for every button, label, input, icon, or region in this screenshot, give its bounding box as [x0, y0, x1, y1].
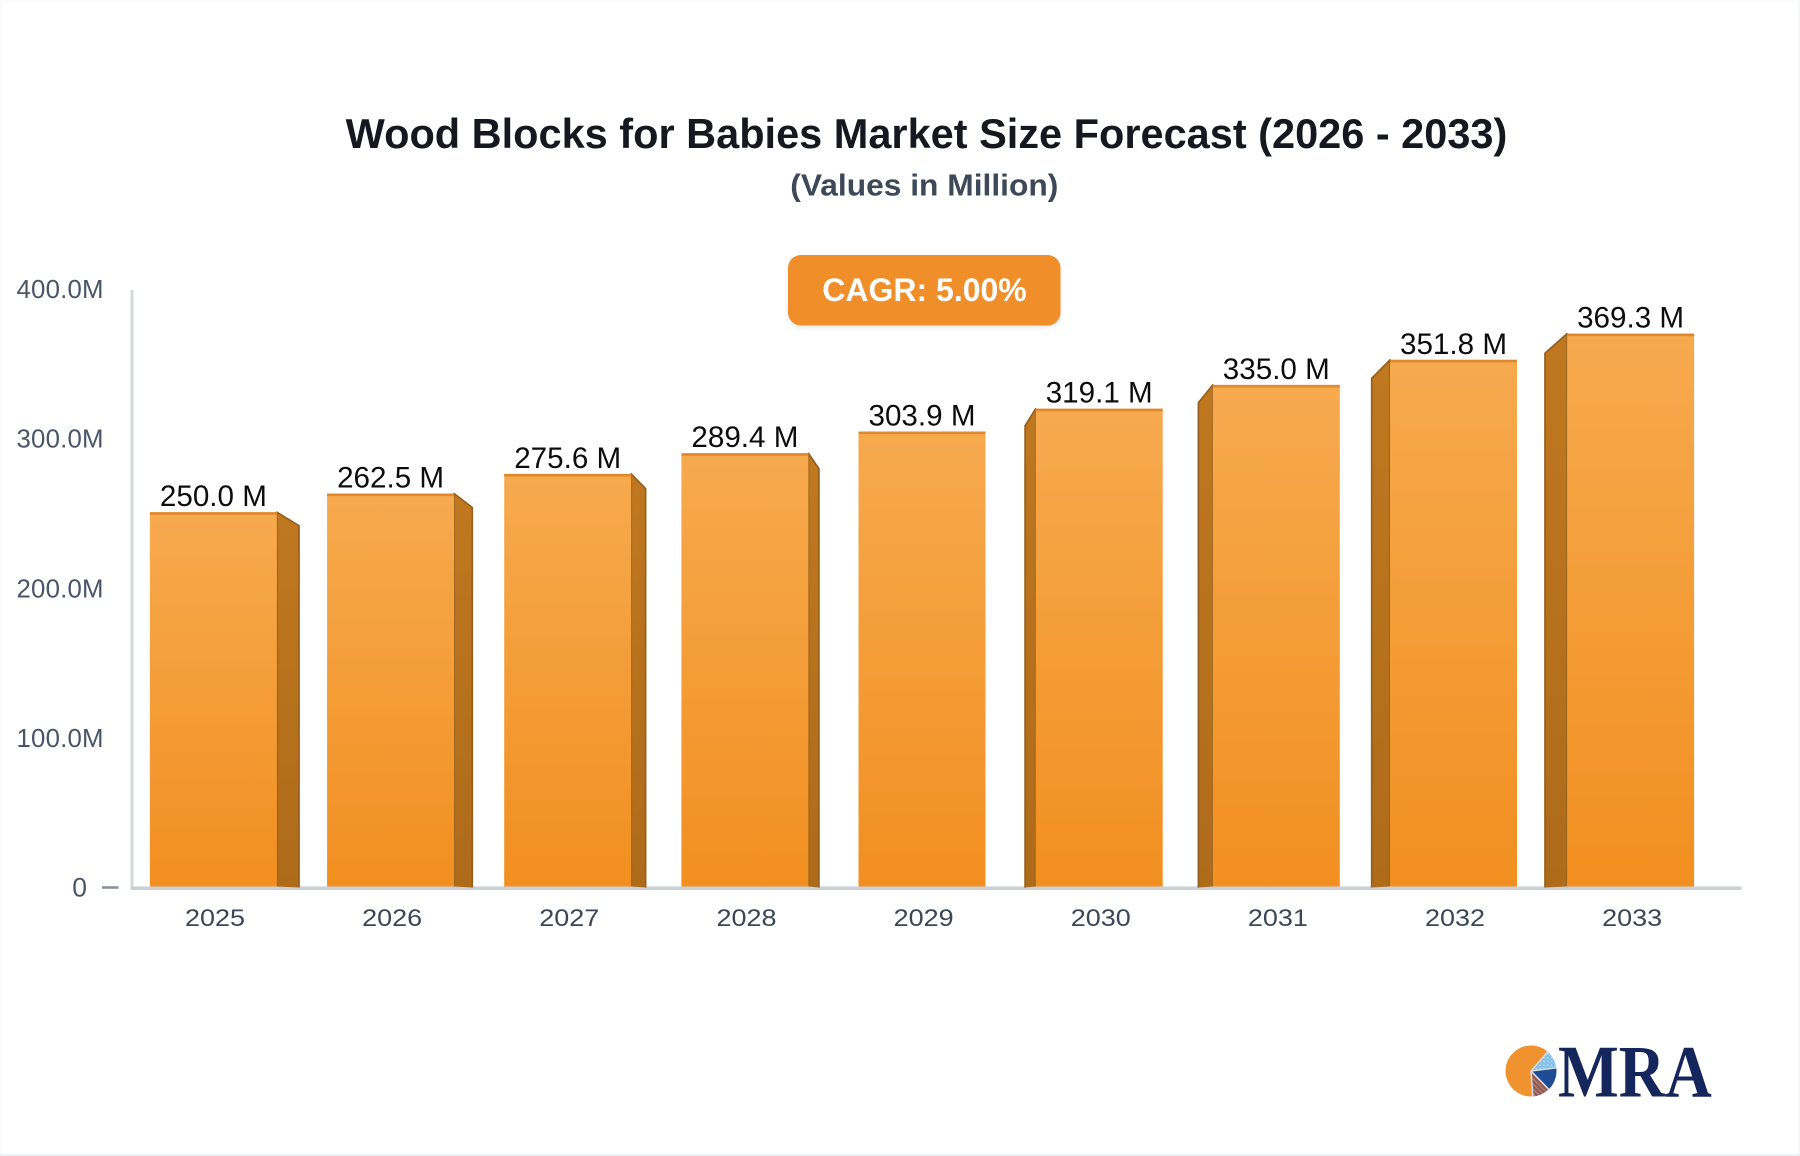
- svg-text:2025: 2025: [185, 905, 245, 932]
- svg-text:400.0M: 400.0M: [17, 276, 104, 304]
- svg-text:2031: 2031: [1248, 905, 1308, 932]
- svg-text:2030: 2030: [1071, 905, 1131, 932]
- svg-text:(Values in Million): (Values in Million): [790, 168, 1058, 203]
- svg-text:335.0 M: 335.0 M: [1223, 353, 1330, 386]
- svg-text:300.0M: 300.0M: [17, 426, 104, 454]
- svg-text:262.5 M: 262.5 M: [337, 462, 444, 495]
- svg-text:Wood Blocks for Babies Market: Wood Blocks for Babies Market Size Forec…: [346, 110, 1508, 157]
- svg-text:303.9 M: 303.9 M: [869, 400, 976, 433]
- svg-text:CAGR: 5.00%: CAGR: 5.00%: [822, 272, 1027, 308]
- svg-text:2029: 2029: [894, 905, 954, 932]
- svg-text:2033: 2033: [1602, 905, 1662, 932]
- svg-text:2027: 2027: [539, 905, 599, 932]
- svg-text:369.3 M: 369.3 M: [1577, 302, 1684, 335]
- svg-text:200.0M: 200.0M: [17, 575, 104, 603]
- svg-text:275.6 M: 275.6 M: [514, 442, 621, 475]
- svg-text:2028: 2028: [717, 905, 777, 932]
- svg-text:250.0 M: 250.0 M: [160, 480, 267, 513]
- svg-text:100.0M: 100.0M: [17, 725, 104, 753]
- svg-text:MRA: MRA: [1558, 1031, 1712, 1113]
- svg-text:2026: 2026: [362, 905, 422, 932]
- svg-text:351.8 M: 351.8 M: [1400, 328, 1507, 361]
- svg-text:2032: 2032: [1425, 905, 1485, 932]
- svg-text:319.1 M: 319.1 M: [1046, 377, 1153, 410]
- svg-text:0: 0: [72, 873, 87, 903]
- svg-text:289.4 M: 289.4 M: [691, 421, 798, 454]
